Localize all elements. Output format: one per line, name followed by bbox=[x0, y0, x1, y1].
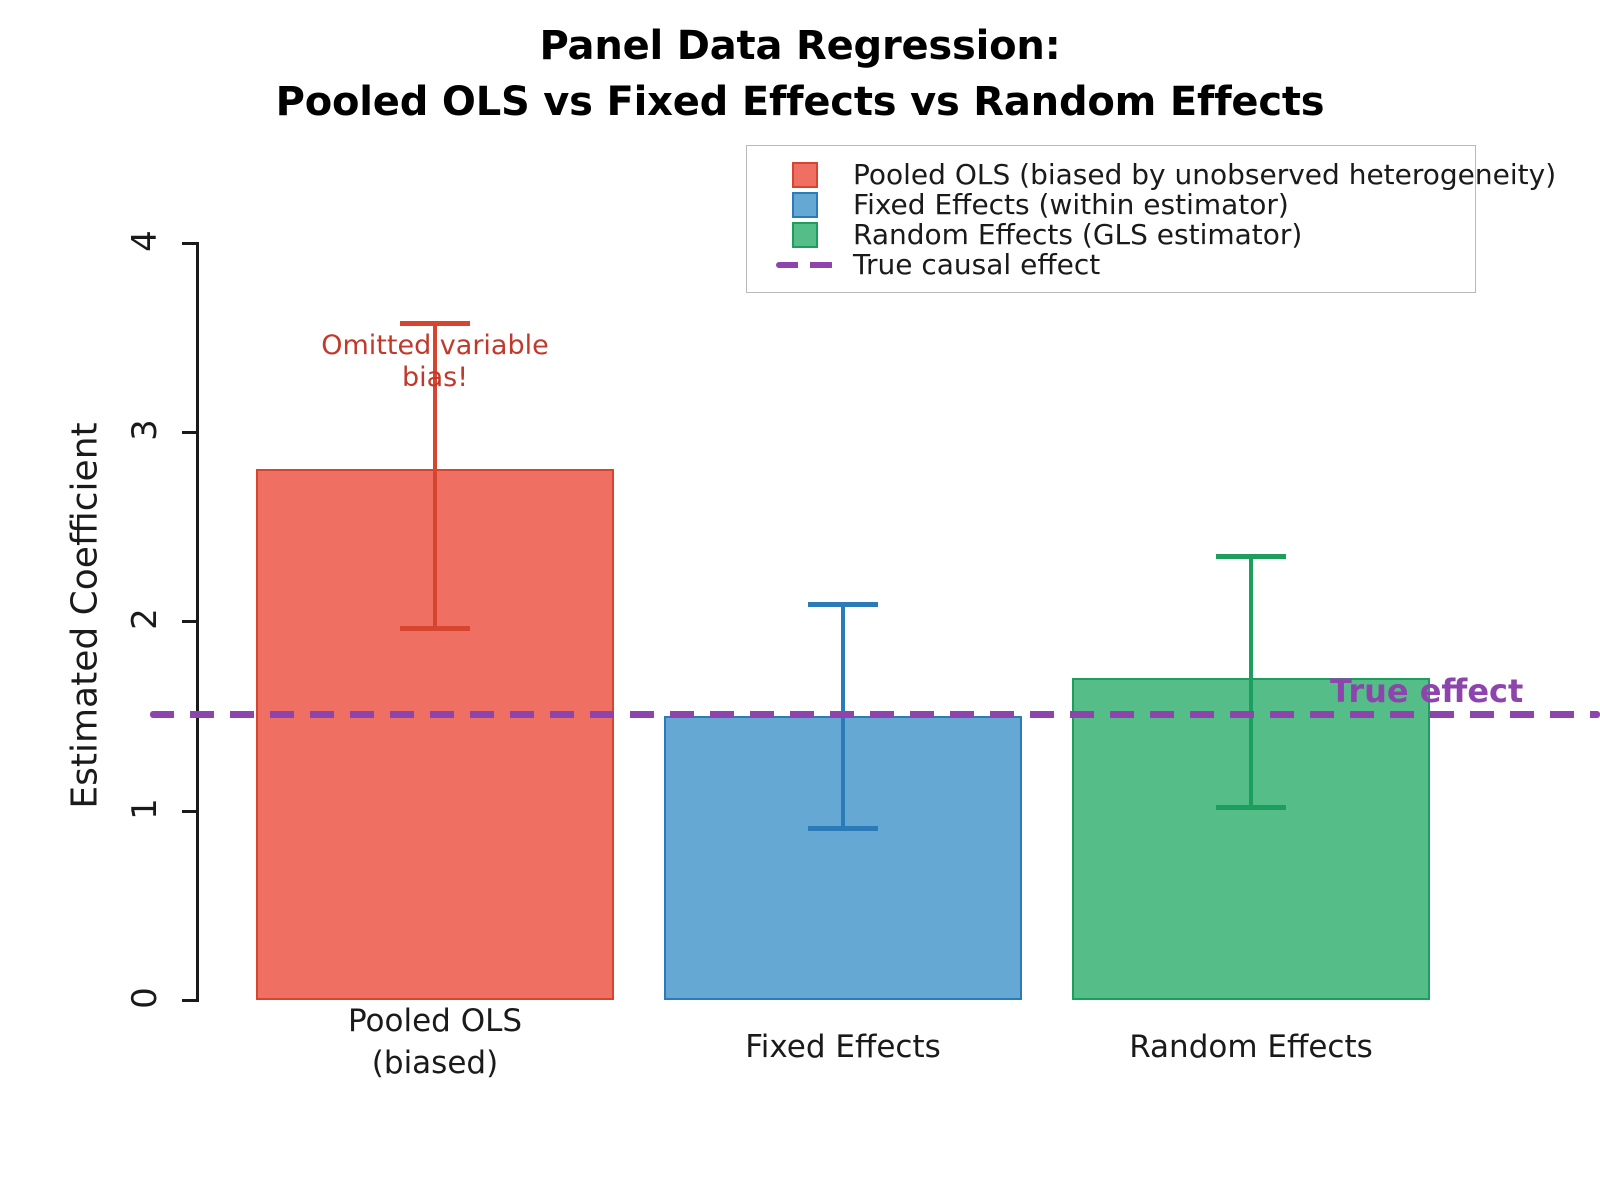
x-tick-label-fixed-effects: Fixed Effects bbox=[693, 1026, 993, 1068]
true-effect-reference-line-dash bbox=[150, 711, 1600, 718]
error-bar-cap-bottom-pooled-ols bbox=[400, 626, 470, 631]
legend-swatch-pooled-ols-wrap bbox=[757, 161, 853, 188]
y-tick-3 bbox=[182, 431, 197, 434]
legend-swatch-fixed-effects bbox=[792, 191, 818, 218]
legend-label-pooled-ols: Pooled OLS (biased by unobserved heterog… bbox=[853, 158, 1557, 191]
y-tick-label-0: 0 bbox=[125, 987, 165, 1009]
legend-swatch-pooled-ols bbox=[792, 161, 818, 188]
y-tick-2 bbox=[182, 620, 197, 623]
true-effect-annotation: True effect bbox=[1330, 672, 1524, 710]
true-effect-reference-line bbox=[150, 711, 1600, 718]
legend-swatch-fixed-effects-wrap bbox=[757, 191, 853, 218]
y-tick-label-3: 3 bbox=[125, 419, 165, 441]
legend-item-pooled-ols[interactable]: Pooled OLS (biased by unobserved heterog… bbox=[757, 158, 1556, 191]
x-tick-label-pooled-ols: Pooled OLS (biased) bbox=[285, 1000, 585, 1084]
error-bar-cap-top-fixed-effects bbox=[808, 602, 878, 607]
x-tick-label-random-effects-line-1: Random Effects bbox=[1129, 1029, 1373, 1065]
x-tick-label-random-effects: Random Effects bbox=[1101, 1026, 1401, 1068]
legend-label-random-effects: Random Effects (GLS estimator) bbox=[853, 218, 1303, 251]
y-tick-label-4: 4 bbox=[125, 230, 165, 252]
legend-item-fixed-effects[interactable]: Fixed Effects (within estimator) bbox=[757, 188, 1465, 221]
error-bar-cap-top-random-effects bbox=[1216, 554, 1286, 559]
ovb-annotation-line-2: bias! bbox=[401, 362, 469, 393]
y-tick-1 bbox=[182, 810, 197, 813]
legend-swatch-random-effects bbox=[792, 221, 818, 248]
omitted-variable-bias-annotation: Omitted variable bias! bbox=[320, 330, 550, 394]
y-tick-label-1: 1 bbox=[125, 798, 165, 820]
x-tick-label-fixed-effects-line-1: Fixed Effects bbox=[745, 1029, 941, 1065]
error-bar-stem-random-effects bbox=[1249, 556, 1253, 808]
legend-label-true-causal-effect: True causal effect bbox=[853, 248, 1101, 281]
x-tick-label-pooled-ols-line-2: (biased) bbox=[371, 1045, 499, 1081]
error-bar-stem-pooled-ols bbox=[433, 323, 437, 629]
chart-legend: Pooled OLS (biased by unobserved heterog… bbox=[746, 145, 1556, 293]
chart-title-line-1: Panel Data Regression: bbox=[539, 23, 1061, 69]
y-tick-4 bbox=[182, 242, 197, 245]
y-axis-line bbox=[196, 242, 199, 1002]
legend-item-true-causal-effect[interactable]: True causal effect bbox=[757, 248, 1465, 281]
legend-label-fixed-effects: Fixed Effects (within estimator) bbox=[853, 188, 1289, 221]
chart-title: Panel Data Regression: Pooled OLS vs Fix… bbox=[0, 18, 1600, 130]
x-tick-label-pooled-ols-line-1: Pooled OLS bbox=[347, 1003, 523, 1039]
legend-item-random-effects[interactable]: Random Effects (GLS estimator) bbox=[757, 218, 1465, 251]
y-tick-0 bbox=[182, 999, 197, 1002]
chart-title-line-2: Pooled OLS vs Fixed Effects vs Random Ef… bbox=[275, 79, 1325, 125]
legend-swatch-random-effects-wrap bbox=[757, 221, 853, 248]
ovb-annotation-line-1: Omitted variable bbox=[321, 330, 549, 361]
error-bar-cap-top-pooled-ols bbox=[400, 321, 470, 326]
legend-dashed-line-icon bbox=[776, 261, 834, 268]
y-axis-label: Estimated Coefficient bbox=[64, 422, 106, 809]
y-tick-label-2: 2 bbox=[125, 608, 165, 630]
error-bar-cap-bottom-fixed-effects bbox=[808, 826, 878, 831]
error-bar-cap-bottom-random-effects bbox=[1216, 805, 1286, 810]
legend-dashline-wrap bbox=[757, 261, 853, 268]
